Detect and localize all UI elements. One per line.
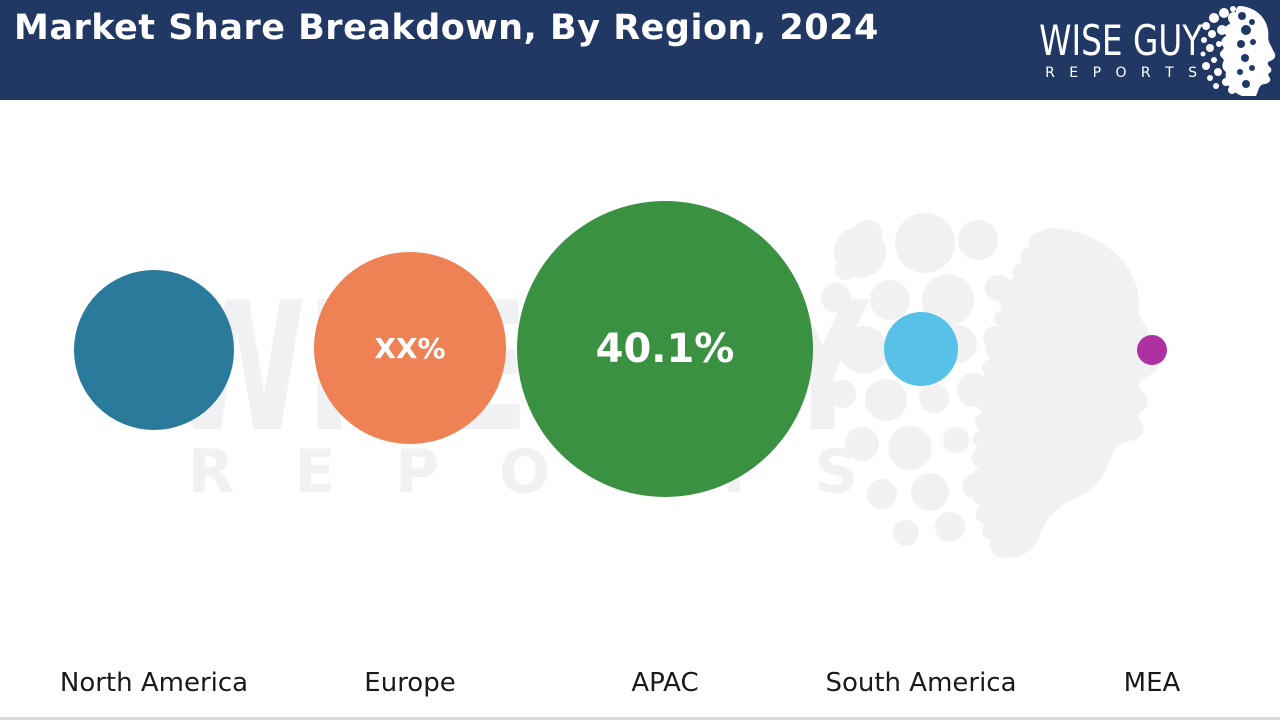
- bubble-value-apac: 40.1%: [595, 326, 735, 372]
- category-label-south-america: South America: [825, 668, 1017, 698]
- logo-sub-text: R E P O R T S: [1045, 65, 1202, 81]
- bubble-mea: [1137, 335, 1167, 365]
- logo-brand-text: WISE GUY: [1038, 16, 1202, 65]
- bubble-value-europe: XX%: [374, 331, 446, 365]
- category-label-mea: MEA: [1123, 668, 1181, 698]
- page-title: Market Share Breakdown, By Region, 2024: [14, 8, 879, 48]
- header-bar: Market Share Breakdown, By Region, 2024 …: [0, 0, 1280, 100]
- category-label-apac: APAC: [631, 668, 699, 698]
- wiseguy-logo: WISE GUY R E P O R T S: [993, 16, 1202, 82]
- category-label-north-america: North America: [59, 668, 249, 698]
- bubble-apac: 40.1%: [517, 201, 813, 497]
- wiseguy-head-icon: [1200, 6, 1276, 96]
- category-label-europe: Europe: [364, 668, 456, 698]
- bubble-north-america: [74, 270, 234, 430]
- bubble-europe: XX%: [314, 252, 506, 444]
- watermark-head-silhouette: [971, 228, 1160, 559]
- bubble-south-america: [884, 312, 958, 386]
- bottom-divider: [0, 717, 1280, 720]
- watermark-sub-text: REPORTS: [188, 437, 918, 507]
